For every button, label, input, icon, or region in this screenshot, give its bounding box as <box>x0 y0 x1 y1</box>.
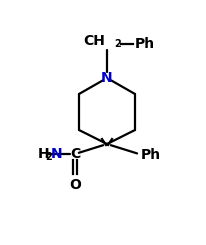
Text: C: C <box>70 147 80 161</box>
Text: 2: 2 <box>45 152 52 162</box>
Text: Ph: Ph <box>134 37 154 51</box>
Text: H: H <box>38 147 49 161</box>
Text: 2: 2 <box>114 39 120 49</box>
Text: N: N <box>51 147 62 161</box>
Text: CH: CH <box>83 34 104 48</box>
Text: O: O <box>69 178 81 192</box>
Text: Ph: Ph <box>140 148 160 162</box>
Text: N: N <box>101 71 112 85</box>
